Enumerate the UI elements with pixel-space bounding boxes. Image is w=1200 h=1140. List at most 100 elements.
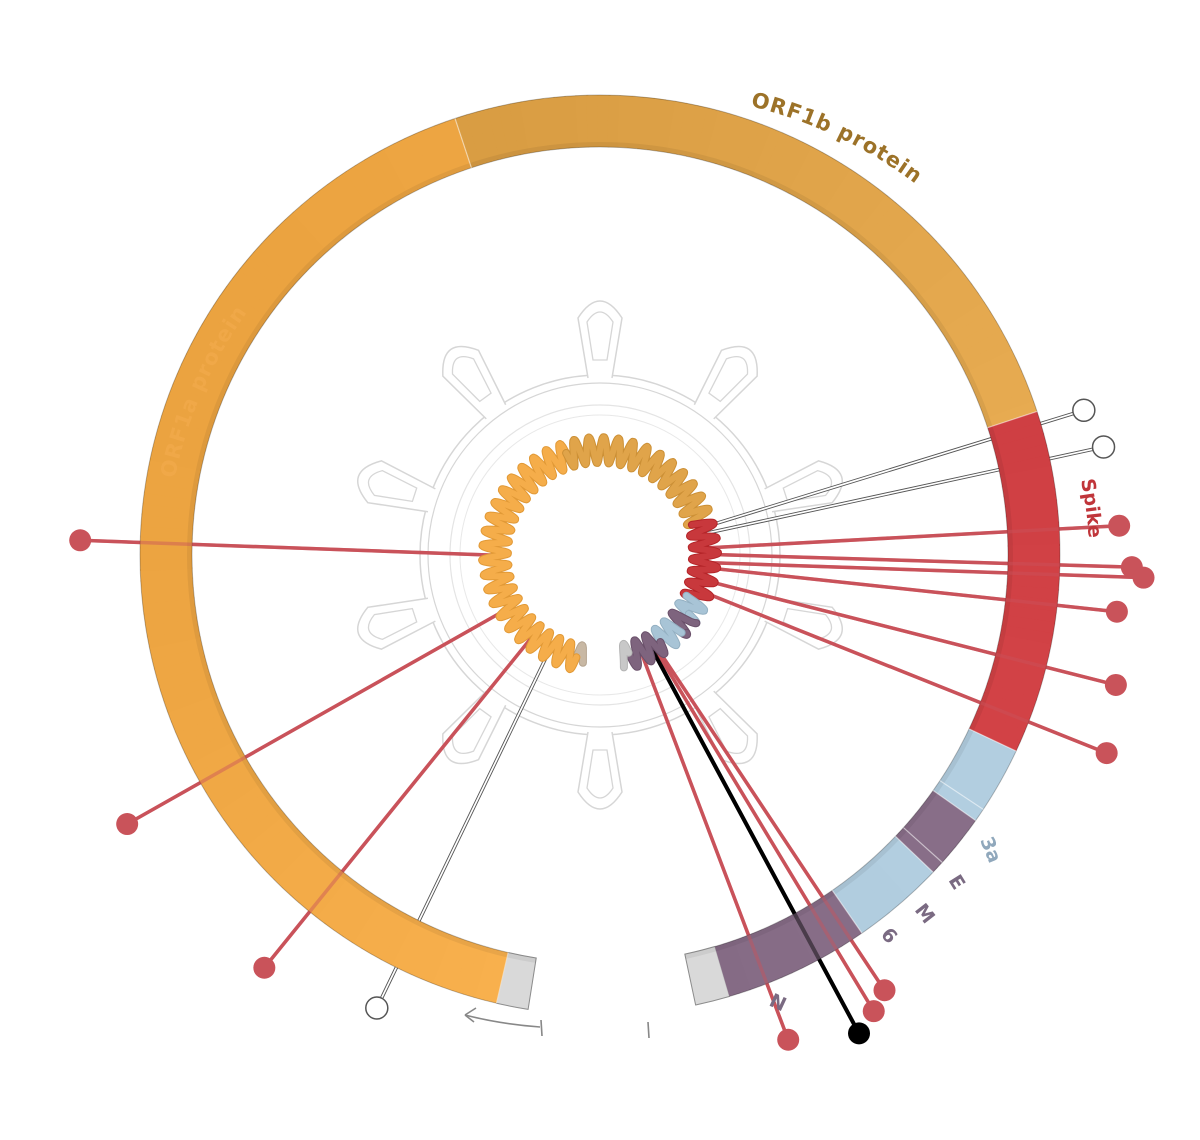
orf1a-segment (393, 138, 428, 191)
orf1b-segment (779, 141, 814, 194)
orf1a-segment (300, 197, 344, 246)
missense-mutation-marker[interactable] (116, 813, 139, 836)
orf1a-segment (238, 259, 288, 303)
gene-boundary (939, 780, 984, 810)
orf1a-segment (315, 875, 357, 925)
n-segment (722, 940, 752, 994)
orf1a-segment (155, 425, 209, 452)
orf1b-segment (960, 339, 1013, 375)
orf1a-segment (383, 143, 419, 196)
missense-mutation-marker[interactable] (873, 979, 896, 1002)
spike-segment (999, 624, 1054, 647)
virus-spike-outline (693, 690, 758, 765)
missense-mutation-marker[interactable] (1108, 514, 1131, 537)
m-segment (926, 790, 976, 831)
synonymous-mutation-marker[interactable] (1072, 398, 1096, 423)
orf1a-segment (309, 190, 352, 239)
orf1b-segment (770, 136, 804, 190)
n-segment (741, 933, 773, 987)
orf1a-segment (441, 937, 471, 992)
orf1a-segment (189, 738, 242, 774)
spike-segment (983, 682, 1037, 712)
orf1a-segment (250, 820, 299, 865)
orf1a-segment (258, 828, 305, 873)
orf1a-segment (171, 702, 224, 734)
orf1a-segment (403, 133, 437, 187)
synonymous-mutation-marker[interactable] (1091, 435, 1116, 459)
orf1a-segment (451, 941, 480, 995)
orf1b-segment (977, 380, 1031, 411)
orf1a-segment (157, 414, 212, 443)
orf1a-segment (243, 813, 292, 857)
orf1b-segment (497, 103, 521, 158)
missense-mutation-marker[interactable] (1132, 566, 1155, 589)
orf1b-segment (637, 96, 656, 150)
spike-segment (998, 454, 1052, 478)
highlighted-mutation-marker[interactable] (848, 1022, 871, 1045)
orf1a-segment (151, 645, 205, 671)
e-segment (933, 785, 980, 821)
orf1b-segment (846, 188, 889, 237)
orf1a-segment (181, 352, 234, 387)
e-segment (935, 780, 984, 817)
orf3a-segment (959, 737, 1012, 773)
orf1a-segment (332, 887, 373, 938)
spike-segment (992, 653, 1047, 680)
orf1a-segment (152, 436, 206, 462)
orf1b-segment (805, 157, 843, 209)
orf1b-segment (980, 390, 1035, 421)
spike-segment (976, 701, 1030, 733)
orf1a-segment (225, 277, 275, 318)
spike-segment (1007, 532, 1060, 548)
orf1a-segment (147, 626, 201, 649)
orf1a-segment (281, 849, 327, 896)
missense-mutation-marker[interactable] (1095, 742, 1118, 765)
orf3a-segment (939, 772, 990, 810)
spike-segment (1007, 543, 1060, 558)
orf1a-segment (142, 490, 196, 510)
missense-mutation-marker[interactable] (777, 1028, 800, 1051)
mutation-line (699, 552, 1134, 569)
synonymous-mutation-marker[interactable] (365, 996, 389, 1020)
missense-mutation-marker[interactable] (862, 1000, 885, 1023)
orf1a-segment (342, 892, 382, 944)
virus-spike-outline (577, 731, 623, 810)
missense-mutation-marker[interactable] (69, 529, 92, 552)
genome-coil (478, 433, 722, 674)
orf3a-segment (963, 728, 1017, 764)
missense-mutation-marker[interactable] (1105, 600, 1128, 623)
orf1b-segment (597, 95, 611, 148)
mutation-line (125, 604, 515, 826)
orf7_8-segment (863, 858, 908, 906)
missense-mutation-marker[interactable] (1104, 673, 1127, 696)
orf1a-segment (413, 129, 446, 183)
spike-segment (995, 644, 1049, 669)
orf1a-segment (410, 926, 443, 980)
orf3a-label: 3a (975, 834, 1005, 866)
ring-outline (139, 94, 1061, 1010)
virus-spike-outline (442, 345, 507, 420)
orf7_8-segment (855, 864, 900, 914)
orf1b-segment (950, 320, 1003, 358)
mutation-line (698, 560, 1146, 580)
genome-end-tick (647, 1021, 650, 1039)
m-coil (668, 609, 700, 636)
n-segment (732, 936, 762, 991)
orf1b-segment (695, 107, 721, 162)
orf1b-segment (455, 114, 483, 168)
orf1a-segment (268, 226, 315, 273)
orf1b-segment (883, 224, 930, 271)
orf7_8-segment (832, 884, 872, 934)
missense-mutation-marker[interactable] (253, 956, 276, 979)
orf1a-segment (190, 333, 243, 369)
virus-spike-outline (693, 345, 758, 420)
orf1a-segment (253, 242, 301, 287)
orf1b-segment (890, 232, 937, 278)
orf1a-segment (420, 930, 452, 984)
n-segment (751, 929, 783, 983)
spike-segment (972, 710, 1026, 743)
orf1a-segment (219, 286, 270, 327)
orf1a-segment (351, 898, 390, 950)
spike-segment (1004, 594, 1058, 614)
orf1a-segment (289, 856, 334, 904)
